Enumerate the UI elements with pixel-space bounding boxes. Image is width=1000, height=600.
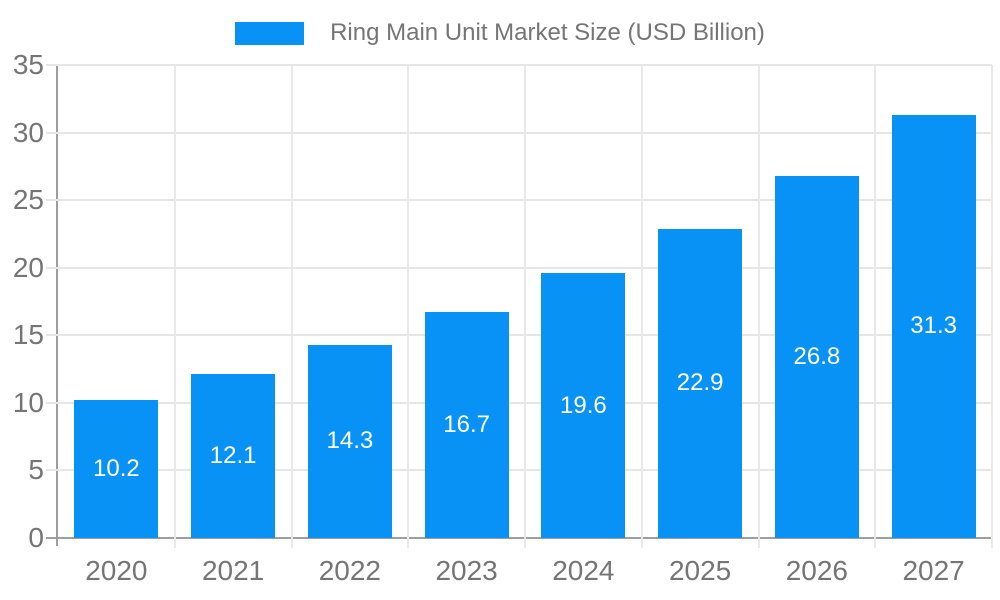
y-axis-tick-label: 10 xyxy=(12,386,44,418)
x-axis-tick-label: 2025 xyxy=(668,555,732,586)
y-axis-tick xyxy=(46,199,58,202)
bar: 26.8 xyxy=(774,175,859,538)
bar-value-label: 31.3 xyxy=(910,312,957,340)
y-axis-tick xyxy=(46,131,58,134)
y-axis-tick-label: 25 xyxy=(12,184,44,216)
bar-value-label: 12.1 xyxy=(209,442,257,470)
bar-value-label: 16.7 xyxy=(443,411,490,439)
x-axis-tick-label: 2021 xyxy=(201,555,265,586)
gridline-vertical xyxy=(407,65,410,548)
legend-swatch xyxy=(235,21,305,45)
y-axis-tick xyxy=(46,469,58,472)
y-axis-tick xyxy=(46,334,58,337)
gridline-vertical xyxy=(290,65,293,548)
bar: 19.6 xyxy=(541,273,626,538)
y-axis-tick xyxy=(46,401,58,404)
y-axis-tick-label: 0 xyxy=(28,522,44,553)
x-axis-tick-label: 2027 xyxy=(902,555,965,586)
gridline-vertical xyxy=(874,65,877,548)
bar-value-label: 14.3 xyxy=(326,427,374,455)
bar: 22.9 xyxy=(658,228,743,538)
bar: 10.2 xyxy=(74,400,159,538)
y-axis-line xyxy=(56,65,58,546)
x-axis-tick-label: 2023 xyxy=(435,555,498,586)
y-axis-tick-label: 5 xyxy=(28,454,44,486)
y-axis-tick-label: 35 xyxy=(12,49,44,80)
bar: 14.3 xyxy=(307,344,392,538)
gridline-vertical xyxy=(524,65,526,548)
y-axis-tick-label: 20 xyxy=(12,251,44,283)
legend: Ring Main Unit Market Size (USD Billion) xyxy=(0,18,1000,48)
bar: 16.7 xyxy=(424,312,509,538)
gridline-vertical xyxy=(173,65,176,548)
y-axis-tick xyxy=(46,64,58,66)
gridline-vertical xyxy=(991,65,993,548)
bar-value-label: 19.6 xyxy=(560,391,607,419)
gridline-vertical xyxy=(640,65,643,548)
x-axis-line xyxy=(46,537,992,539)
x-axis-tick-label: 2024 xyxy=(552,555,615,586)
y-axis-tick-label: 15 xyxy=(12,319,44,351)
legend-label: Ring Main Unit Market Size (USD Billion) xyxy=(330,19,765,46)
y-axis-tick-label: 30 xyxy=(12,116,44,148)
bar: 31.3 xyxy=(891,115,976,538)
bar-value-label: 10.2 xyxy=(93,455,140,483)
bar-value-label: 26.8 xyxy=(793,342,841,370)
x-axis-tick-label: 2026 xyxy=(785,555,849,586)
x-axis-tick-label: 2020 xyxy=(85,555,148,586)
bar: 12.1 xyxy=(191,374,276,538)
x-axis-tick-label: 2022 xyxy=(318,555,382,586)
y-axis-tick xyxy=(46,266,58,269)
bar-value-label: 22.9 xyxy=(676,369,724,397)
gridline-vertical xyxy=(757,65,760,548)
